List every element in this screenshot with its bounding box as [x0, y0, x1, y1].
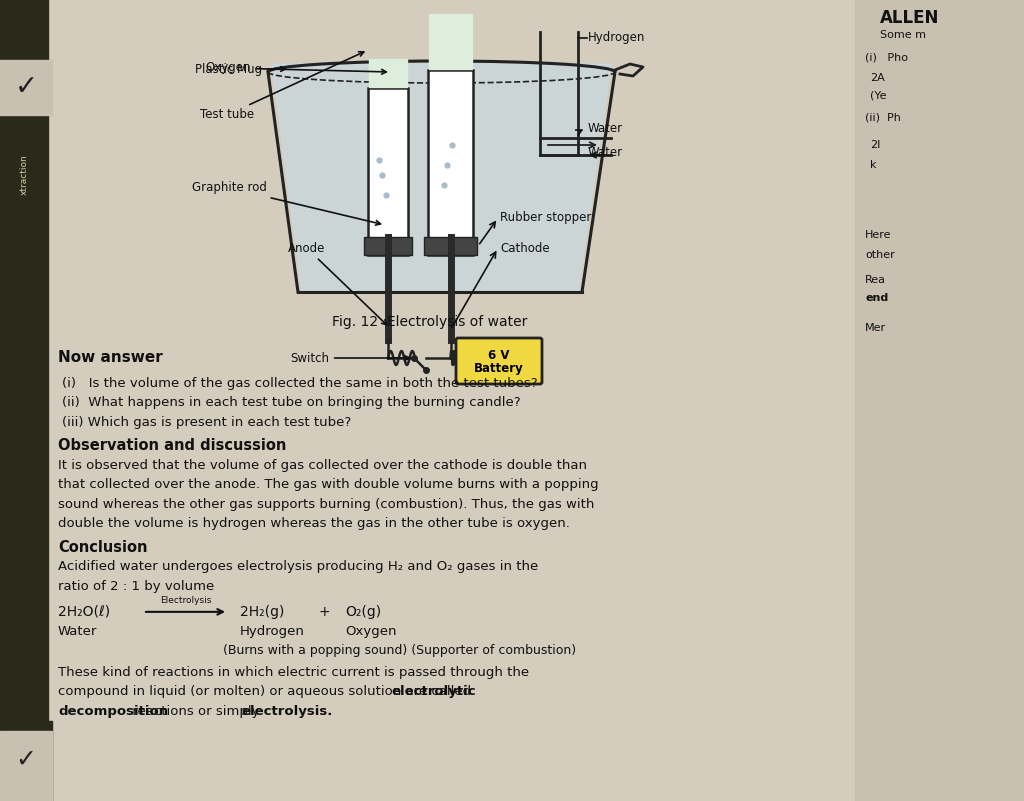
- Text: O₂(g): O₂(g): [345, 605, 381, 619]
- Bar: [0, 60, 52, 115]
- Bar: [855, 0, 1024, 801]
- Text: 2I: 2I: [870, 140, 881, 150]
- Text: ratio of 2 : 1 by volume: ratio of 2 : 1 by volume: [58, 580, 214, 593]
- Text: Switch: Switch: [290, 352, 410, 364]
- Text: Here: Here: [865, 230, 892, 240]
- Bar: [0, 731, 52, 801]
- Text: (ii)  Ph: (ii) Ph: [865, 113, 901, 123]
- Text: Fig. 12  Electrolysis of water: Fig. 12 Electrolysis of water: [333, 315, 527, 329]
- Text: 6 V: 6 V: [488, 349, 510, 363]
- Text: Acidified water undergoes electrolysis producing H₂ and O₂ gases in the: Acidified water undergoes electrolysis p…: [58, 561, 539, 574]
- Text: ALLEN: ALLEN: [880, 9, 939, 27]
- Text: reactions or simply: reactions or simply: [128, 705, 264, 718]
- Text: Rea: Rea: [865, 275, 886, 285]
- Text: Water: Water: [58, 625, 97, 638]
- Text: Some m: Some m: [880, 30, 926, 40]
- Text: compound in liquid (or molten) or aqueous solution are called: compound in liquid (or molten) or aqueou…: [58, 686, 475, 698]
- Text: sound whereas the other gas supports burning (combustion). Thus, the gas with: sound whereas the other gas supports bur…: [58, 498, 594, 511]
- Text: other: other: [865, 250, 895, 260]
- Text: Anode: Anode: [288, 241, 387, 324]
- Text: (iii) Which gas is present in each test tube?: (iii) Which gas is present in each test …: [62, 416, 351, 429]
- Text: +: +: [318, 605, 330, 619]
- Text: Hydrogen: Hydrogen: [240, 625, 305, 638]
- Text: (Ye: (Ye: [870, 91, 887, 101]
- Text: Oxygen: Oxygen: [205, 62, 386, 74]
- Text: electrolytic: electrolytic: [391, 686, 476, 698]
- Text: xtraction: xtraction: [19, 155, 29, 195]
- Text: Now answer: Now answer: [58, 351, 163, 365]
- Bar: [428, 70, 473, 255]
- Text: (ii)  What happens in each test tube on bringing the burning candle?: (ii) What happens in each test tube on b…: [62, 396, 520, 409]
- Bar: [0, 0, 48, 801]
- Text: 2H₂O(ℓ): 2H₂O(ℓ): [58, 605, 111, 619]
- Bar: [0, 721, 52, 801]
- Text: Mer: Mer: [865, 323, 886, 333]
- Text: 2A: 2A: [870, 73, 885, 83]
- Text: Test tube: Test tube: [200, 52, 364, 122]
- Bar: [368, 88, 408, 255]
- Text: Rubber stopper: Rubber stopper: [500, 211, 592, 224]
- Text: k: k: [870, 160, 877, 170]
- Text: ✓: ✓: [15, 748, 37, 772]
- Text: Graphite rod: Graphite rod: [193, 182, 381, 225]
- Text: end: end: [865, 293, 888, 303]
- Text: These kind of reactions in which electric current is passed through the: These kind of reactions in which electri…: [58, 666, 529, 679]
- Text: that collected over the anode. The gas with double volume burns with a popping: that collected over the anode. The gas w…: [58, 478, 599, 491]
- Text: 2H₂(g): 2H₂(g): [240, 605, 285, 619]
- Text: (i)   Pho: (i) Pho: [865, 53, 908, 63]
- Text: Water: Water: [588, 146, 624, 159]
- Text: decomposition: decomposition: [58, 705, 168, 718]
- Text: Conclusion: Conclusion: [58, 540, 147, 555]
- Text: Electrolysis: Electrolysis: [160, 597, 211, 606]
- Text: Oxygen: Oxygen: [345, 625, 396, 638]
- Bar: [424, 237, 477, 255]
- Text: Plastic Mug: Plastic Mug: [195, 62, 286, 75]
- Bar: [429, 14, 472, 69]
- Text: double the volume is hydrogen whereas the gas in the other tube is oxygen.: double the volume is hydrogen whereas th…: [58, 517, 570, 530]
- Text: (Burns with a popping sound) (Supporter of combustion): (Burns with a popping sound) (Supporter …: [223, 644, 577, 658]
- FancyBboxPatch shape: [456, 338, 542, 384]
- Polygon shape: [272, 64, 611, 292]
- Text: (i)   Is the volume of the gas collected the same in both the test tubes?: (i) Is the volume of the gas collected t…: [62, 376, 538, 390]
- Text: Battery: Battery: [474, 362, 524, 375]
- Text: electrolysis.: electrolysis.: [241, 705, 333, 718]
- Bar: [369, 59, 407, 87]
- Text: It is observed that the volume of gas collected over the cathode is double than: It is observed that the volume of gas co…: [58, 459, 587, 472]
- Bar: [364, 237, 412, 255]
- Text: Observation and discussion: Observation and discussion: [58, 438, 287, 453]
- Text: Hydrogen: Hydrogen: [588, 31, 645, 45]
- Text: ✓: ✓: [14, 73, 38, 101]
- Text: Cathode: Cathode: [500, 241, 550, 255]
- Text: Water: Water: [588, 122, 624, 135]
